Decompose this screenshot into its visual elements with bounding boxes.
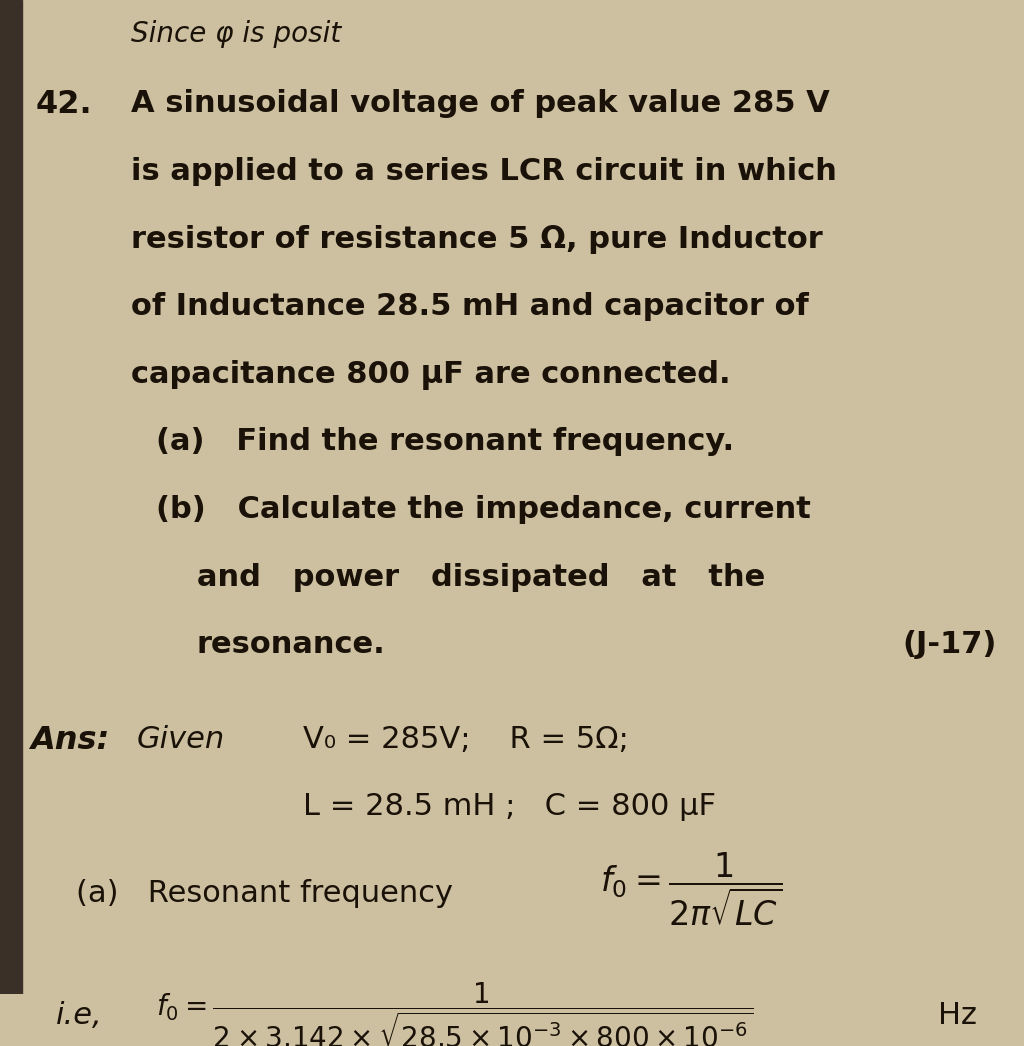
Text: Since φ is posit: Since φ is posit	[131, 20, 341, 48]
Text: (b)   Calculate the impedance, current: (b) Calculate the impedance, current	[157, 495, 811, 524]
Text: capacitance 800 μF are connected.: capacitance 800 μF are connected.	[131, 360, 731, 390]
Text: resonance.: resonance.	[197, 630, 385, 659]
Text: $f_0 = \dfrac{1}{2\times 3.142\times\sqrt{28.5\times10^{-3}\times 800\times10^{-: $f_0 = \dfrac{1}{2\times 3.142\times\sqr…	[157, 981, 754, 1046]
Text: Hz: Hz	[938, 1001, 977, 1030]
Text: resistor of resistance 5 Ω, pure Inductor: resistor of resistance 5 Ω, pure Inducto…	[131, 225, 823, 253]
Bar	[0, 0, 23, 994]
Text: Given: Given	[136, 725, 224, 754]
Text: L = 28.5 mH ;   C = 800 μF: L = 28.5 mH ; C = 800 μF	[302, 793, 716, 821]
Text: 42.: 42.	[35, 90, 92, 120]
Text: of Inductance 28.5 mH and capacitor of: of Inductance 28.5 mH and capacitor of	[131, 292, 809, 321]
Text: V₀ = 285V;    R = 5Ω;: V₀ = 285V; R = 5Ω;	[302, 725, 629, 754]
Text: is applied to a series LCR circuit in which: is applied to a series LCR circuit in wh…	[131, 157, 837, 186]
Text: (J-17): (J-17)	[903, 630, 997, 659]
Text: (a)   Resonant frequency: (a) Resonant frequency	[76, 880, 472, 908]
Text: i.e,: i.e,	[55, 1001, 102, 1030]
Text: A sinusoidal voltage of peak value 285 V: A sinusoidal voltage of peak value 285 V	[131, 90, 829, 118]
Text: (a)   Find the resonant frequency.: (a) Find the resonant frequency.	[157, 428, 734, 456]
Text: $f_0 = \dfrac{1}{2\pi\sqrt{LC}}$: $f_0 = \dfrac{1}{2\pi\sqrt{LC}}$	[600, 850, 782, 928]
Text: and   power   dissipated   at   the: and power dissipated at the	[197, 563, 765, 592]
Text: Ans:: Ans:	[31, 725, 110, 756]
